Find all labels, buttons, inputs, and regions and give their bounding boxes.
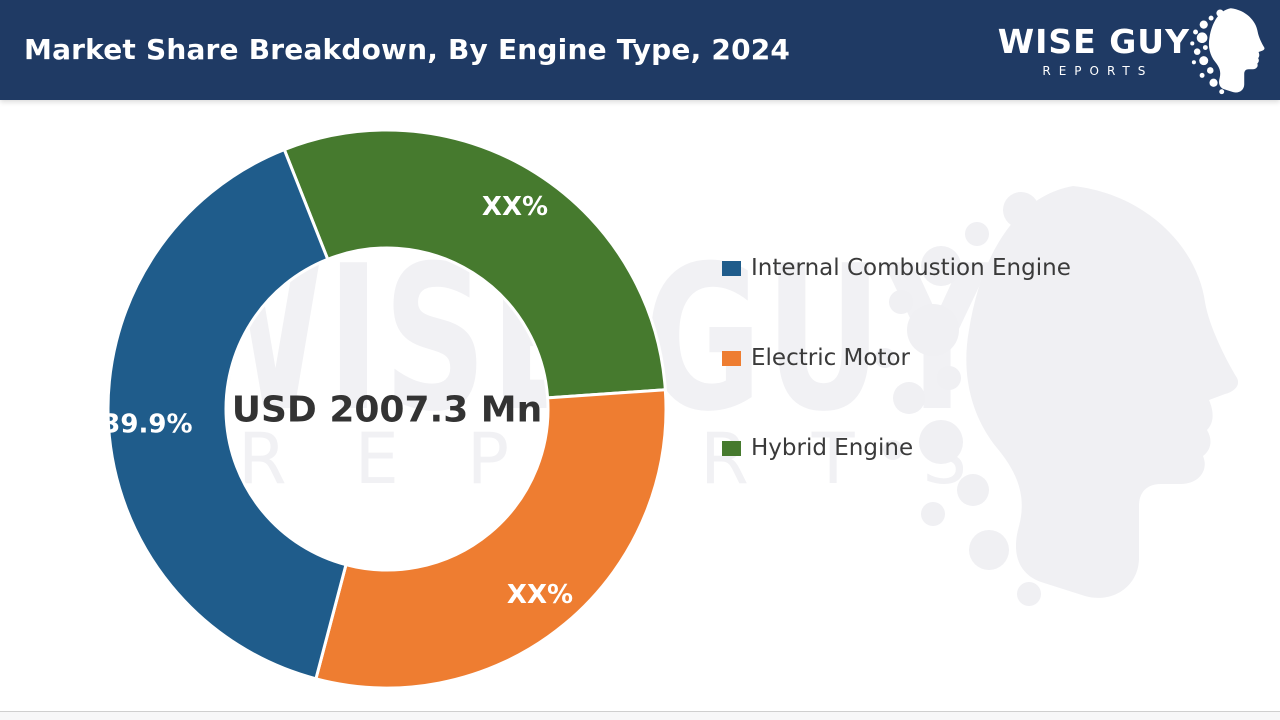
donut-slice-internal-combustion-engine bbox=[106, 148, 348, 681]
donut-slice-hybrid-engine bbox=[282, 128, 667, 400]
legend-label: Electric Motor bbox=[751, 345, 911, 371]
page-title: Market Share Breakdown, By Engine Type, … bbox=[24, 33, 791, 66]
logo-reports-label: REPORTS bbox=[1042, 64, 1154, 78]
logo-text: WISE GUY REPORTS bbox=[998, 22, 1190, 78]
donut-center-value: USD 2007.3 Mn bbox=[232, 390, 542, 431]
legend-swatch bbox=[722, 440, 741, 456]
legend-swatch bbox=[722, 260, 741, 276]
legend-swatch bbox=[722, 350, 741, 366]
legend-label: Internal Combustion Engine bbox=[751, 255, 1071, 281]
legend-item: Electric Motor bbox=[722, 344, 1071, 372]
slice-label-hybrid-engine: XX% bbox=[482, 192, 548, 222]
chart-legend: Internal Combustion Engine Electric Motor… bbox=[722, 254, 1071, 524]
slice-label-internal-combustion-engine: 39.9% bbox=[102, 409, 192, 439]
footer-divider bbox=[0, 711, 1280, 712]
slice-label-electric-motor: XX% bbox=[507, 580, 573, 610]
donut-slice-electric-motor bbox=[314, 388, 668, 690]
wise-guy-logo: WISE GUY REPORTS bbox=[998, 0, 1266, 100]
legend-item: Internal Combustion Engine bbox=[722, 254, 1071, 282]
logo-wiseguy-label: WISE GUY bbox=[997, 22, 1190, 61]
legend-label: Hybrid Engine bbox=[751, 435, 914, 461]
logo-face-icon bbox=[1190, 8, 1265, 95]
header-bar: Market Share Breakdown, By Engine Type, … bbox=[0, 0, 1280, 100]
legend-item: Hybrid Engine bbox=[722, 434, 1071, 462]
footer-strip bbox=[0, 712, 1280, 720]
